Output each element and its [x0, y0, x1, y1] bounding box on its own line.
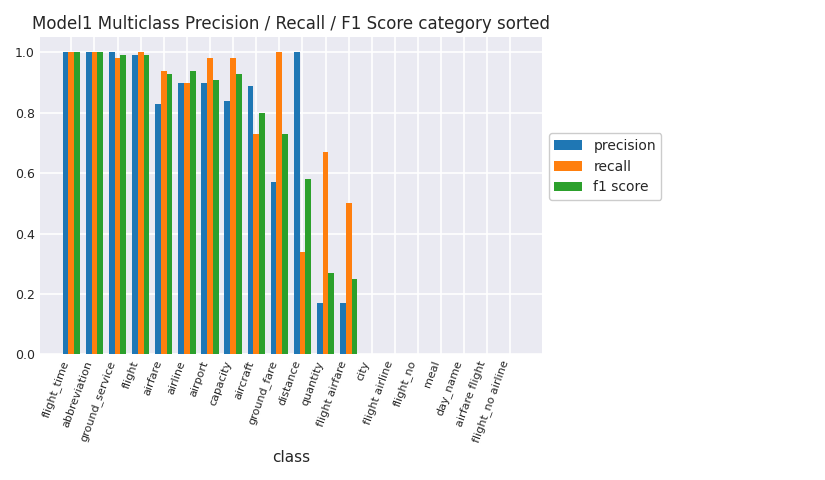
Bar: [115, 59, 120, 354]
Bar: [323, 152, 328, 354]
Bar: [190, 71, 196, 354]
Legend: precision, recall, f1 score: precision, recall, f1 score: [549, 133, 662, 200]
Bar: [178, 83, 184, 354]
Bar: [351, 279, 357, 354]
Bar: [109, 52, 115, 354]
X-axis label: class: class: [271, 450, 310, 465]
Bar: [253, 134, 259, 354]
Bar: [276, 52, 282, 354]
Bar: [184, 83, 190, 354]
Bar: [97, 52, 103, 354]
Bar: [305, 179, 311, 354]
Bar: [132, 56, 138, 354]
Bar: [120, 56, 126, 354]
Bar: [144, 56, 149, 354]
Bar: [248, 85, 253, 354]
Bar: [299, 252, 305, 354]
Bar: [92, 52, 97, 354]
Bar: [161, 71, 167, 354]
Bar: [340, 303, 346, 354]
Bar: [236, 73, 242, 354]
Bar: [63, 52, 68, 354]
Bar: [224, 101, 230, 354]
Bar: [328, 273, 334, 354]
Bar: [86, 52, 92, 354]
Bar: [271, 182, 276, 354]
Bar: [230, 59, 236, 354]
Bar: [68, 52, 74, 354]
Title: Model1 Multiclass Precision / Recall / F1 Score category sorted: Model1 Multiclass Precision / Recall / F…: [32, 15, 550, 33]
Bar: [74, 52, 80, 354]
Bar: [201, 83, 207, 354]
Bar: [167, 73, 172, 354]
Bar: [213, 80, 219, 354]
Bar: [259, 113, 265, 354]
Bar: [294, 52, 299, 354]
Bar: [282, 134, 288, 354]
Bar: [346, 204, 351, 354]
Bar: [207, 59, 213, 354]
Bar: [138, 52, 144, 354]
Bar: [155, 104, 161, 354]
Bar: [317, 303, 323, 354]
